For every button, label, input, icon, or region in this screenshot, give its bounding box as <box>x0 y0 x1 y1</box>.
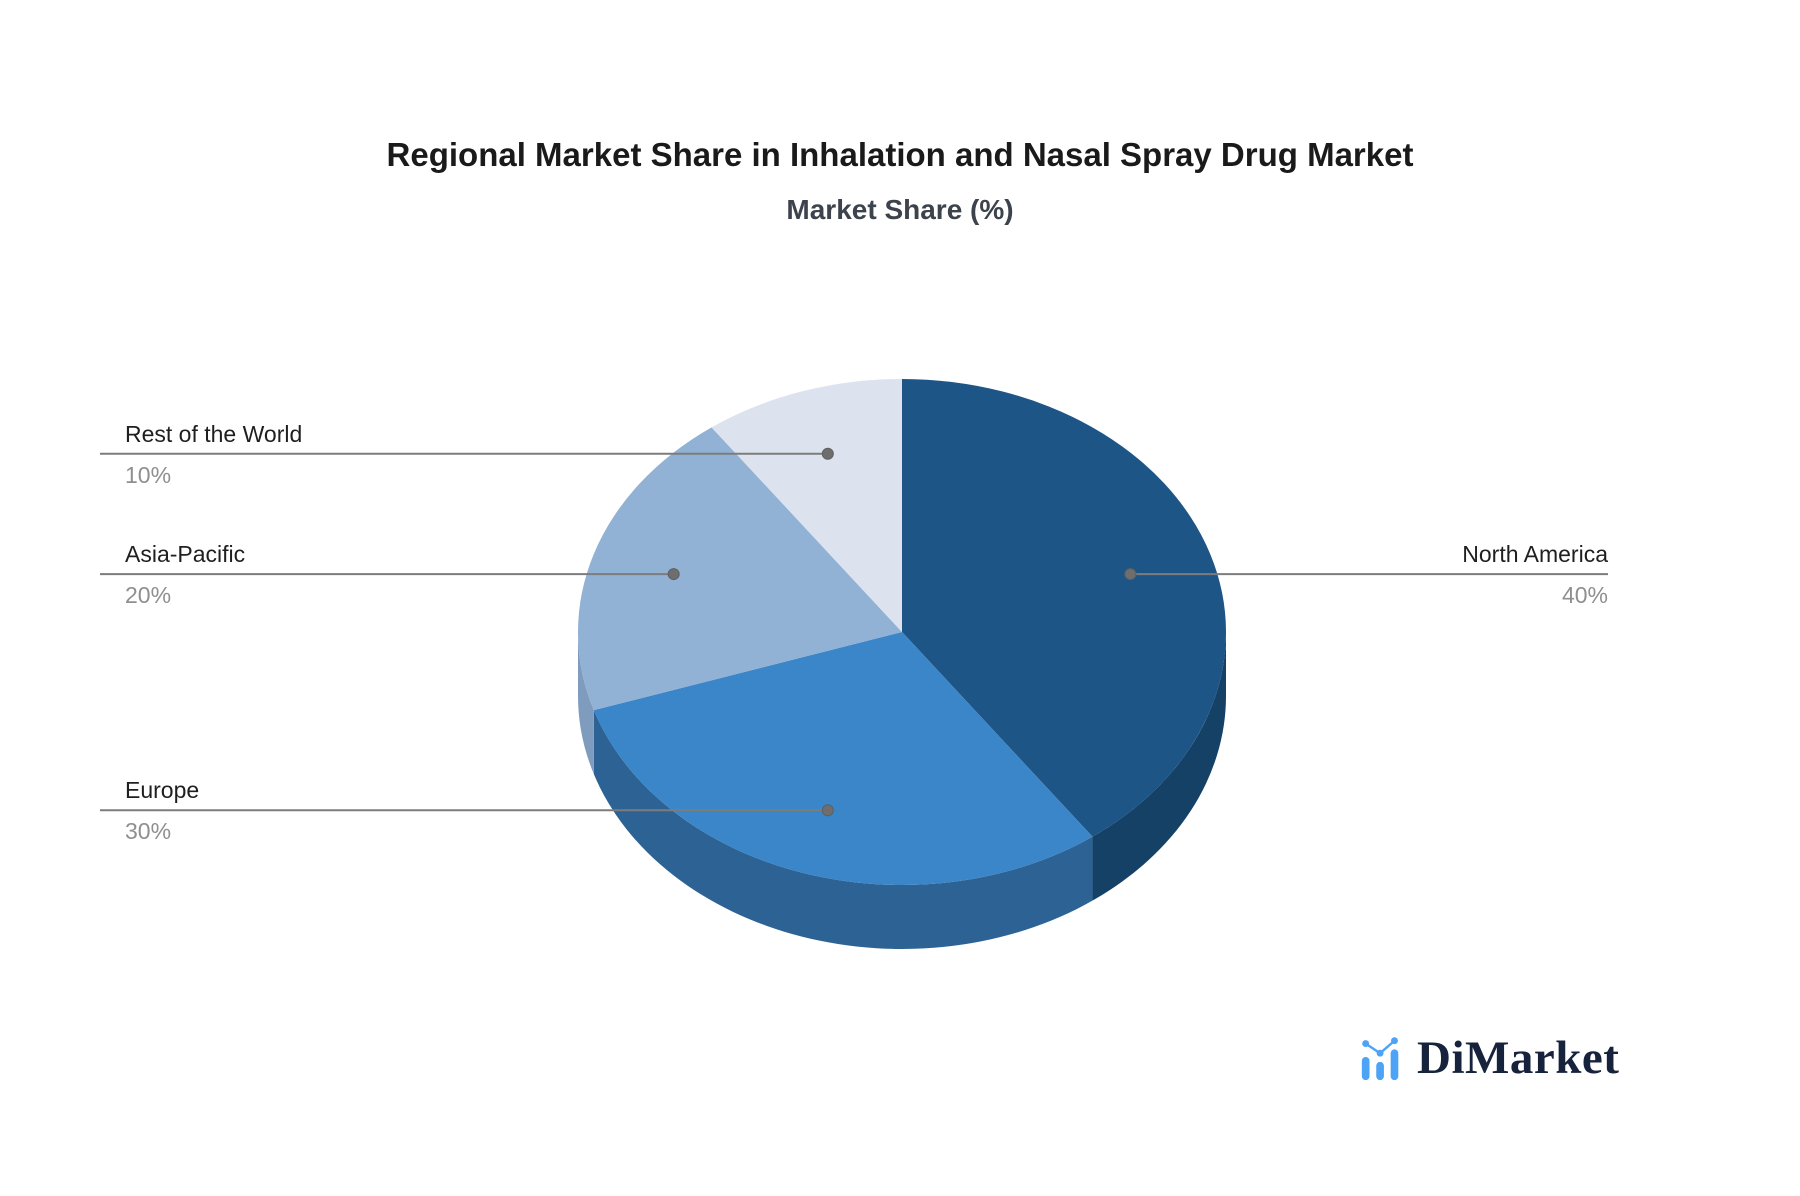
label-asia-pacific: Asia-Pacific 20% <box>125 540 245 607</box>
leader-dot-europe <box>821 804 834 817</box>
bar-line-chart-icon <box>1361 1037 1399 1081</box>
slice-name: North America <box>1462 541 1608 568</box>
leader-dot-rest-of-the-world <box>821 447 834 460</box>
pie-slice-rest-of-the-world[interactable] <box>711 379 902 632</box>
pie-slice-side-north-america <box>1092 632 1226 901</box>
slice-value: 10% <box>125 461 172 488</box>
label-north-america: North America 40% <box>1462 540 1608 607</box>
chart-subtitle: Market Share (%) <box>786 194 1014 225</box>
dimarket-logo: DiMarket <box>1358 1028 1619 1088</box>
pie-slice-side-europe <box>593 710 1093 949</box>
leader-dot-asia-pacific <box>667 568 680 581</box>
pie-slice-side-asia-pacific <box>578 632 594 775</box>
pie-slice-europe[interactable] <box>593 632 1093 885</box>
slice-value: 20% <box>125 582 172 609</box>
leader-dot-north-america <box>1124 568 1137 581</box>
label-rest-of-the-world: Rest of the World 10% <box>125 420 302 487</box>
slice-value: 40% <box>1561 582 1608 609</box>
label-europe: Europe 30% <box>125 776 199 843</box>
pie-slice-asia-pacific[interactable] <box>577 427 902 711</box>
slice-name: Asia-Pacific <box>125 541 246 568</box>
pie-slice-north-america[interactable] <box>902 379 1226 837</box>
logo-text: DiMarket <box>1417 1032 1620 1084</box>
slice-value: 30% <box>125 818 172 845</box>
slice-name: Europe <box>125 777 200 804</box>
slice-name: Rest of the World <box>125 420 303 447</box>
chart-title: Regional Market Share in Inhalation and … <box>386 136 1414 173</box>
